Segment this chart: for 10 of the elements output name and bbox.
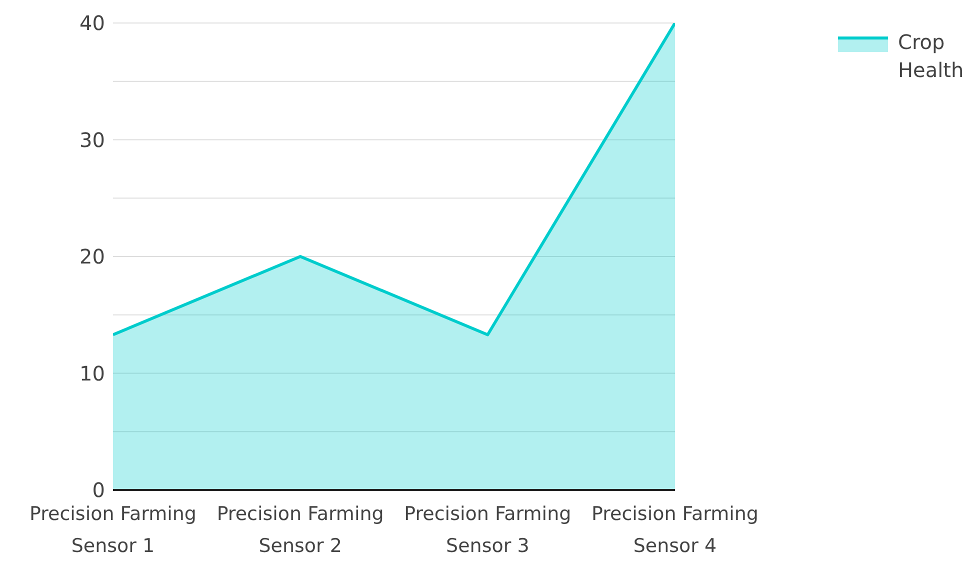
y-tick-label: 20 <box>80 244 105 269</box>
legend-label: Crop Health <box>898 29 964 84</box>
y-tick-label: 10 <box>80 361 105 386</box>
x-tick-label: Precision Farming Sensor 1 <box>29 503 197 557</box>
x-tick-label: Precision Farming Sensor 4 <box>591 503 759 557</box>
y-tick-label: 30 <box>80 128 105 152</box>
x-tick-label: Precision Farming Sensor 2 <box>216 503 384 557</box>
y-tick-label: 0 <box>92 478 105 502</box>
x-tick-label: Precision Farming Sensor 3 <box>404 503 572 557</box>
y-tick-label: 40 <box>80 11 105 36</box>
